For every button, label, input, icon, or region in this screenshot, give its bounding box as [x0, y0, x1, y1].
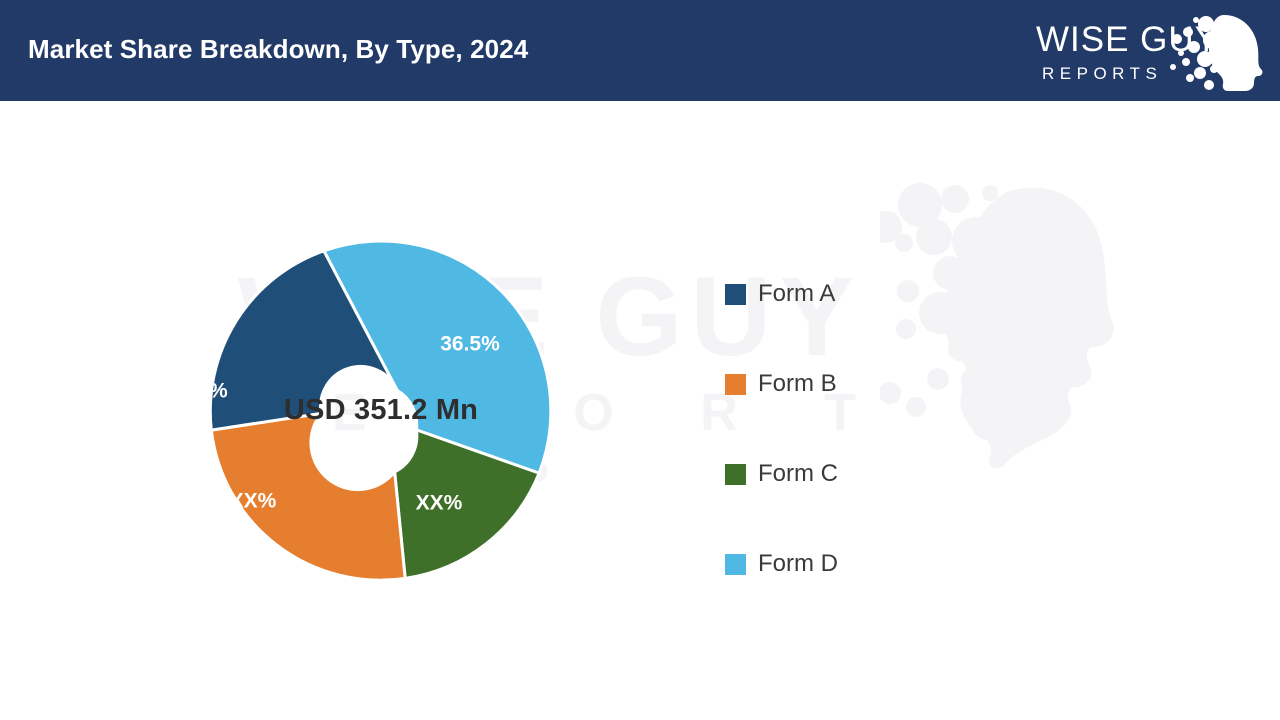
- legend-swatch-form-d: [725, 553, 746, 575]
- legend-item-form-a[interactable]: Form A: [725, 249, 838, 339]
- donut-slices: [208, 239, 553, 582]
- watermark-head-icon: [870, 151, 1210, 571]
- slice-form-c: [393, 427, 542, 581]
- svg-text:REPORTS: REPORTS: [1042, 64, 1162, 83]
- logo-head-icon: [1170, 15, 1263, 91]
- slice-label-form-d: 36.5%: [440, 333, 500, 356]
- legend-label-form-c: Form C: [758, 460, 838, 487]
- svg-text:WISE GUY: WISE GUY: [1036, 20, 1219, 59]
- legend-swatch-form-a: [725, 283, 746, 305]
- legend-swatch-form-c: [725, 463, 746, 485]
- wise-guy-reports-logo: WISE GUY REPORTS: [1028, 7, 1274, 95]
- donut-slice-labels: 36.5% XX% XX% XX%: [191, 333, 500, 515]
- legend-label-form-a: Form A: [758, 280, 836, 307]
- header-bar: Market Share Breakdown, By Type, 2024 WI…: [0, 0, 1280, 101]
- slice-form-d: [321, 239, 553, 476]
- page-title: Market Share Breakdown, By Type, 2024: [28, 34, 529, 64]
- legend: Form A Form B Form C Form D: [725, 249, 838, 609]
- legend-item-form-c[interactable]: Form C: [725, 429, 838, 519]
- donut-chart: 36.5% XX% XX% XX% USD 351.2 Mn: [191, 220, 571, 600]
- legend-swatch-form-b: [725, 373, 746, 395]
- legend-label-form-d: Form D: [758, 550, 838, 577]
- slice-label-form-c: XX%: [416, 492, 463, 515]
- legend-label-form-b: Form B: [758, 370, 837, 397]
- chart-canvas: WISE GUY R E P O R T S: [0, 101, 1280, 720]
- slice-label-form-a: XX%: [191, 380, 228, 403]
- slice-form-a: [208, 248, 399, 432]
- legend-item-form-d[interactable]: Form D: [725, 519, 838, 609]
- slice-label-form-b: XX%: [230, 490, 277, 513]
- legend-item-form-b[interactable]: Form B: [725, 339, 838, 429]
